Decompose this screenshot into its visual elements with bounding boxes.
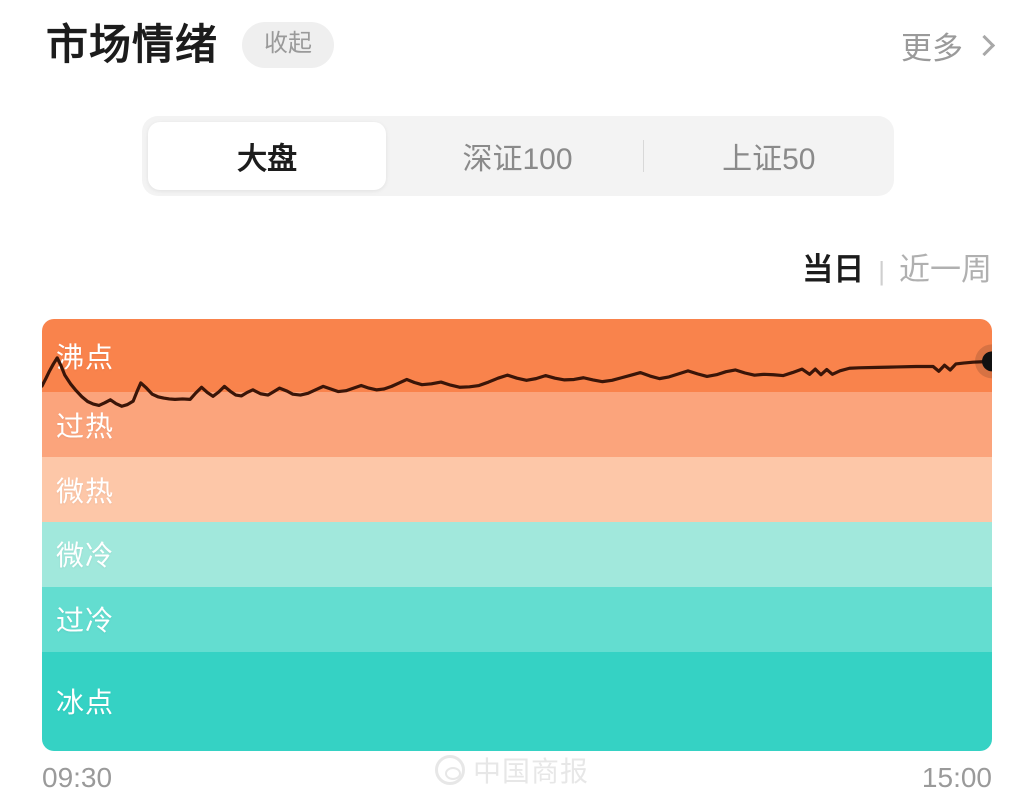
header-left-group: 市场情绪 收起 [46,21,335,68]
range-switch: 当日 | 近一周 [802,244,992,289]
tab-shenzheng100[interactable]: 深证100 [462,143,573,176]
page-title: 市场情绪 [46,21,219,68]
time-axis: 09:30 15:00 [42,762,992,794]
band-label-5: 冰点 [56,687,115,719]
axis-label-end: 15:00 [921,762,992,793]
band-label-1: 过热 [56,410,115,442]
card-header: 市场情绪 收起 更多 [0,0,1024,90]
collapse-button[interactable]: 收起 [242,22,335,68]
index-tabbar: 大盘 深证100 上证50 [142,116,894,196]
range-option-today[interactable]: 当日 [802,252,865,287]
axis-label-start: 09:30 [42,762,113,793]
band-label-2: 微热 [56,475,115,507]
band-label-4: 过冷 [56,605,115,637]
end-marker-dot [982,351,992,372]
range-option-week[interactable]: 近一周 [899,252,992,287]
sentiment-band-1: 过热 [42,392,992,458]
tab-dapan[interactable]: 大盘 [148,122,387,190]
sentiment-bands: 沸点过热微热微冷过冷冰点 [42,319,992,751]
sentiment-band-4: 过冷 [42,586,992,652]
more-link[interactable]: 更多 [901,23,996,68]
sentiment-band-5: 冰点 [42,651,992,751]
sentiment-line-layer [42,344,992,751]
band-label-3: 微冷 [56,540,115,572]
sentiment-band-3: 微冷 [42,522,992,587]
tab-shangzheng50[interactable]: 上证50 [722,143,816,176]
sentiment-band-0: 沸点 [42,319,992,393]
more-label: 更多 [901,30,963,66]
chevron-right-icon [973,34,996,56]
sentiment-chart[interactable]: 沸点过热微热微冷过冷冰点 [42,319,992,751]
tab-divider [642,140,644,172]
range-divider: | [878,256,885,286]
sentiment-band-2: 微热 [42,457,992,523]
sentiment-line-0 [42,358,992,406]
band-label-0: 沸点 [56,341,115,373]
